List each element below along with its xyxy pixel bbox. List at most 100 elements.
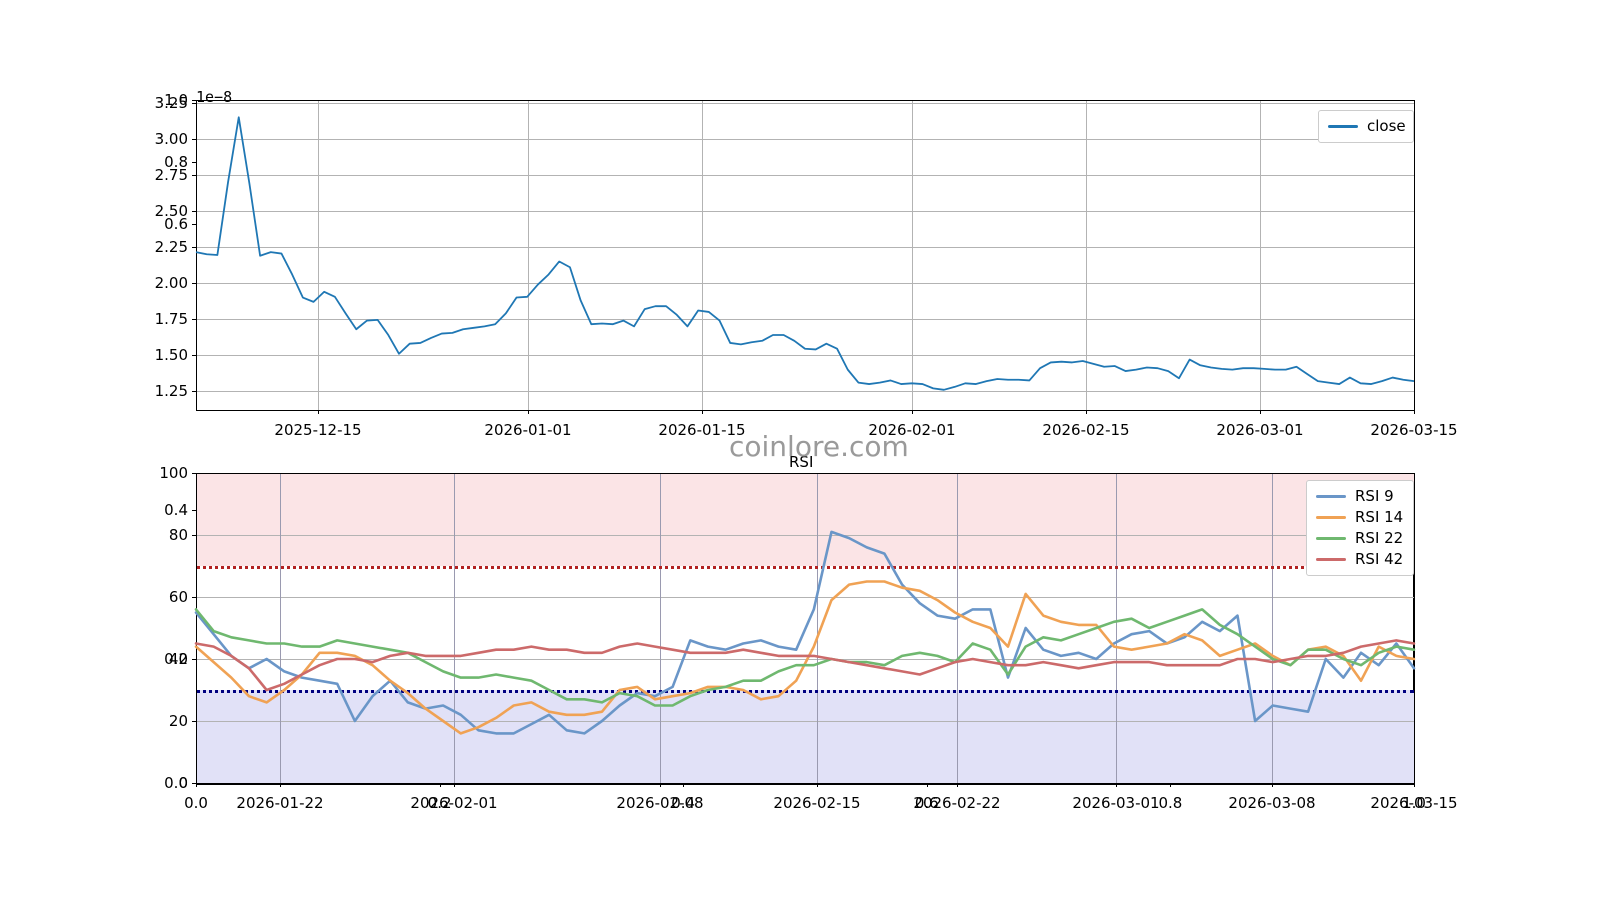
rsi-xtick-mark [817, 783, 818, 787]
price-axis-bottom [196, 410, 1414, 411]
rsi-line-rsi-42 [194, 639, 1416, 692]
rsi-ghost-ytick-label: 0.0 [164, 774, 188, 792]
legend-item-rsi-22: RSI 22 [1316, 528, 1404, 549]
rsi-chart-title: RSI [789, 453, 814, 471]
price-ytick-mark [192, 247, 196, 249]
rsi-gridline-v [957, 473, 958, 783]
rsi-gridline-h [196, 721, 1414, 722]
price-gridline-v [1260, 100, 1261, 410]
price-gridline-v [528, 100, 529, 410]
rsi-xtick-label: 2026-03-15 [1370, 794, 1458, 812]
price-ytick-label: 2.25 [154, 238, 188, 257]
price-ytick-label: 1.25 [154, 382, 188, 401]
rsi9-line-swatch [1316, 495, 1346, 498]
price-gridline-v [318, 100, 319, 410]
rsi-line-rsi-9 [194, 530, 1416, 735]
rsi-ytick-label: 20 [168, 712, 188, 730]
price-ytick-mark [192, 391, 196, 393]
price-ytick-label: 3.25 [154, 93, 188, 112]
overbought-band [196, 473, 1414, 566]
price-ytick-label: 3.00 [154, 129, 188, 148]
price-gridline-v [1086, 100, 1087, 410]
legend-item-rsi-42: RSI 42 [1316, 549, 1404, 570]
close-line-swatch [1328, 125, 1358, 128]
price-xtick-label: 2026-03-15 [1370, 421, 1458, 439]
rsi-ghost-xtick-mark [196, 783, 197, 787]
rsi42-line-swatch [1316, 558, 1346, 561]
rsi-ghost-xtick-label: 0.8 [1158, 794, 1183, 812]
price-ghost-ytick-mark [192, 100, 196, 101]
rsi-gridline-v [280, 473, 281, 783]
oversold-threshold-line [196, 690, 1414, 693]
rsi22-line-swatch [1316, 537, 1346, 540]
rsi-ghost-ytick-mark [192, 510, 196, 512]
rsi-ytick-label: 0 [178, 774, 188, 792]
price-legend: close [1318, 110, 1414, 143]
rsi-legend: RSI 9 RSI 14 RSI 22 RSI 42 [1306, 480, 1414, 576]
price-xtick-mark [1086, 410, 1087, 414]
price-ghost-ytick-mark [192, 224, 196, 225]
price-gridline-h [196, 175, 1414, 176]
price-xtick-label: 2026-02-01 [868, 421, 956, 439]
rsi-ghost-xtick-mark [439, 783, 441, 787]
rsi-xtick-mark [1272, 783, 1273, 787]
rsi-ghost-ytick-mark [192, 659, 196, 660]
price-axis-left [196, 100, 197, 410]
rsi-ghost-xtick-label: 0.0 [184, 794, 208, 812]
rsi-axis-right [1414, 473, 1415, 783]
price-ytick-mark [192, 211, 196, 212]
rsi-ghost-xtick-label: 0.6 [914, 794, 939, 812]
rsi-xtick-label: 2026-02-01 [410, 794, 498, 812]
legend-label-rsi-9: RSI 9 [1355, 487, 1394, 505]
price-ytick-label: 1.50 [154, 346, 188, 365]
rsi-ghost-xtick-mark [1414, 783, 1415, 787]
rsi-xtick-label: 2026-03-01 [1072, 794, 1160, 812]
price-gridline-h [196, 319, 1414, 321]
rsi-ytick-label: 60 [168, 588, 188, 606]
rsi-ghost-ytick-mark [192, 783, 196, 784]
rsi-gridline-h [196, 535, 1414, 536]
rsi-xtick-mark [454, 783, 455, 787]
price-ytick-label: 1.75 [154, 310, 188, 329]
legend-item-rsi-14: RSI 14 [1316, 507, 1404, 528]
legend-item-rsi-9: RSI 9 [1316, 486, 1404, 507]
price-xtick-mark [1414, 410, 1415, 414]
close-price-line [195, 116, 1415, 391]
rsi-xtick-mark [280, 783, 281, 787]
rsi-ytick-mark [192, 721, 196, 722]
price-ytick-mark [192, 319, 196, 321]
rsi-gridline-v [660, 473, 661, 783]
legend-label-close: close [1367, 117, 1406, 135]
price-xtick-mark [1260, 410, 1261, 414]
price-xtick-label: 2026-01-01 [484, 421, 572, 439]
price-xtick-mark [528, 410, 529, 414]
price-gridline-v [912, 100, 913, 410]
price-xtick-label: 2026-02-15 [1042, 421, 1130, 439]
rsi-ytick-label: 80 [168, 526, 188, 544]
rsi-gridline-v [1116, 473, 1117, 783]
coinlore-watermark: coinlore.com [729, 430, 909, 463]
rsi-xtick-label: 2026-03-08 [1228, 794, 1316, 812]
price-ytick-mark [192, 102, 196, 104]
price-ytick-mark [192, 283, 196, 285]
price-xtick-mark [702, 410, 703, 414]
rsi-ghost-xtick-label: 0.2 [427, 794, 452, 812]
rsi-ytick-label: 100 [159, 464, 188, 482]
price-gridline-h [196, 283, 1414, 285]
legend-label-rsi-22: RSI 22 [1355, 529, 1404, 547]
price-ytick-label: 2.75 [154, 166, 188, 184]
oversold-band [196, 690, 1414, 783]
rsi-ghost-xtick-mark [683, 783, 685, 787]
rsi-axis-top [196, 473, 1414, 474]
price-gridline-h [196, 355, 1414, 357]
price-xtick-mark [912, 410, 913, 414]
rsi-xtick-mark [1116, 783, 1117, 787]
rsi-gridline-v [817, 473, 818, 783]
legend-label-rsi-42: RSI 42 [1355, 550, 1404, 568]
rsi-xtick-label: 2026-02-15 [773, 794, 861, 812]
price-axis-offset-text: 1e−8 [196, 88, 233, 106]
price-ghost-ytick-label: 1.0 [164, 91, 188, 109]
